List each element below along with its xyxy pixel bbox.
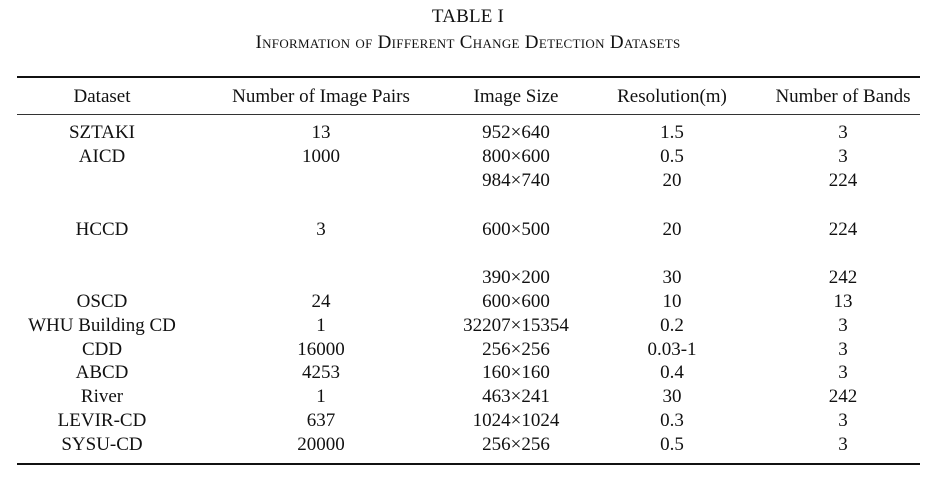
header-image-size: Image Size bbox=[473, 86, 559, 107]
cell-image-size: 984×740 bbox=[482, 170, 550, 191]
cell-image-size: 463×241 bbox=[482, 386, 550, 407]
cell-image-pairs: 24 bbox=[311, 291, 331, 312]
cell-resolution: 0.3 bbox=[660, 410, 684, 431]
cell-bands: 3 bbox=[838, 434, 848, 455]
header-bands: Number of Bands bbox=[775, 86, 911, 107]
cell-resolution: 30 bbox=[662, 267, 682, 288]
cell-image-pairs: 3 bbox=[316, 219, 326, 240]
cell-dataset: SYSU-CD bbox=[61, 434, 143, 455]
table-label: TABLE I bbox=[431, 6, 505, 27]
cell-resolution: 0.5 bbox=[660, 434, 684, 455]
cell-resolution: 0.5 bbox=[660, 146, 684, 167]
cell-resolution: 0.03-1 bbox=[647, 339, 697, 360]
cell-image-size: 256×256 bbox=[482, 434, 550, 455]
cell-dataset: WHU Building CD bbox=[28, 315, 176, 336]
cell-resolution: 30 bbox=[662, 386, 682, 407]
cell-image-size: 32207×15354 bbox=[463, 315, 569, 336]
cell-resolution: 0.4 bbox=[660, 362, 684, 383]
cell-dataset: ABCD bbox=[75, 362, 129, 383]
cell-dataset: AICD bbox=[78, 146, 126, 167]
cell-bands: 3 bbox=[838, 122, 848, 143]
bottom-rule bbox=[17, 463, 920, 465]
cell-image-pairs: 1 bbox=[316, 386, 326, 407]
cell-bands: 224 bbox=[828, 219, 858, 240]
cell-image-size: 600×500 bbox=[482, 219, 550, 240]
cell-resolution: 10 bbox=[662, 291, 682, 312]
cell-resolution: 20 bbox=[662, 219, 682, 240]
cell-bands: 3 bbox=[838, 146, 848, 167]
cell-image-pairs: 637 bbox=[306, 410, 336, 431]
cell-image-size: 390×200 bbox=[482, 267, 550, 288]
cell-resolution: 1.5 bbox=[660, 122, 684, 143]
cell-dataset: River bbox=[80, 386, 124, 407]
cell-bands: 13 bbox=[833, 291, 853, 312]
cell-image-pairs: 13 bbox=[311, 122, 331, 143]
cell-image-pairs: 4253 bbox=[302, 362, 340, 383]
cell-bands: 242 bbox=[828, 386, 858, 407]
cell-image-pairs: 16000 bbox=[297, 339, 345, 360]
header-dataset: Dataset bbox=[73, 86, 131, 107]
cell-image-size: 1024×1024 bbox=[472, 410, 560, 431]
top-rule bbox=[17, 76, 920, 78]
table-title: Information of Different Change Detectio… bbox=[255, 32, 681, 53]
cell-bands: 3 bbox=[838, 362, 848, 383]
cell-image-size: 600×600 bbox=[482, 291, 550, 312]
cell-bands: 3 bbox=[838, 315, 848, 336]
cell-bands: 224 bbox=[828, 170, 858, 191]
cell-bands: 3 bbox=[838, 339, 848, 360]
header-rule bbox=[17, 114, 920, 115]
cell-bands: 242 bbox=[828, 267, 858, 288]
cell-resolution: 20 bbox=[662, 170, 682, 191]
cell-image-pairs: 1 bbox=[316, 315, 326, 336]
cell-image-size: 160×160 bbox=[482, 362, 550, 383]
cell-resolution: 0.2 bbox=[660, 315, 684, 336]
cell-image-size: 952×640 bbox=[482, 122, 550, 143]
cell-image-size: 800×600 bbox=[482, 146, 550, 167]
cell-image-pairs: 20000 bbox=[297, 434, 345, 455]
header-image-pairs: Number of Image Pairs bbox=[232, 86, 410, 107]
cell-dataset: OSCD bbox=[76, 291, 128, 312]
header-resolution: Resolution(m) bbox=[617, 86, 727, 107]
cell-dataset: CDD bbox=[81, 339, 123, 360]
cell-dataset: LEVIR-CD bbox=[57, 410, 147, 431]
cell-dataset: HCCD bbox=[75, 219, 129, 240]
cell-dataset: SZTAKI bbox=[68, 122, 136, 143]
cell-bands: 3 bbox=[838, 410, 848, 431]
cell-image-pairs: 1000 bbox=[302, 146, 340, 167]
cell-image-size: 256×256 bbox=[482, 339, 550, 360]
